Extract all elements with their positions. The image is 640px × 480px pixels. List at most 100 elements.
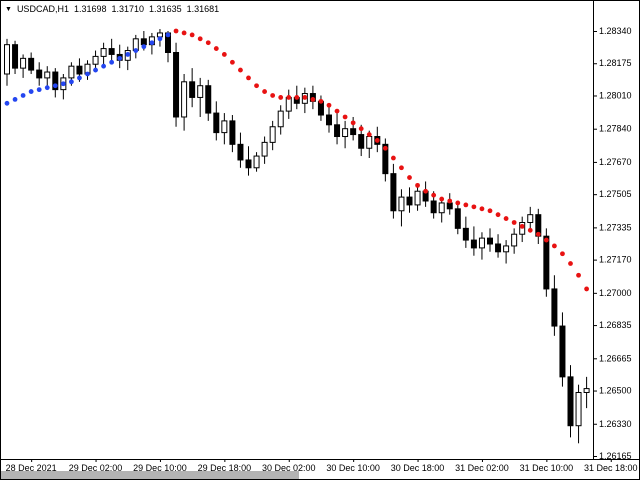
ma-dot	[366, 132, 372, 137]
candlestick	[253, 155, 260, 169]
candlestick	[269, 126, 276, 143]
symbol-ohlc-header: ▼ USDCAD,H1 1.31698 1.31710 1.31635 1.31…	[5, 4, 219, 14]
candlestick	[567, 376, 574, 427]
ma-dot	[350, 120, 356, 126]
candlestick	[108, 48, 115, 55]
ma-dot	[69, 79, 74, 85]
candlestick	[36, 69, 43, 79]
price-axis-label: 1.27170	[599, 255, 632, 265]
candlestick	[358, 134, 365, 149]
candlestick	[156, 32, 163, 38]
candlestick	[197, 85, 204, 98]
candlestick	[140, 38, 147, 46]
candlestick	[446, 202, 453, 210]
price-axis-label: 1.27840	[599, 124, 632, 134]
ma-dot	[294, 95, 300, 100]
ma-dot	[407, 175, 412, 180]
ma-dot	[197, 36, 203, 42]
price-axis-label: 1.26330	[599, 419, 632, 429]
ma-dot	[552, 243, 557, 249]
candlestick	[205, 85, 212, 114]
ma-dot	[109, 59, 115, 65]
ma-dot	[415, 182, 420, 188]
time-axis-label: 31 Dec 18:00	[584, 463, 638, 473]
candlestick	[527, 214, 534, 223]
horizontal-scrollbar[interactable]	[1, 471, 639, 479]
time-axis-label: 31 Dec 02:00	[455, 463, 509, 473]
ma-dot	[455, 200, 461, 206]
candlestick	[342, 128, 349, 138]
ma-dot	[173, 28, 179, 34]
ma-dot	[342, 114, 348, 120]
price-axis-label: 1.26165	[599, 451, 632, 461]
price-axis-label: 1.27670	[599, 157, 632, 167]
ohlc-close-value: 1.31681	[186, 4, 220, 14]
ma-dot	[326, 102, 332, 108]
ma-dot	[60, 81, 66, 87]
ma-dot	[221, 52, 227, 57]
candlestick	[92, 55, 99, 65]
candlestick	[76, 65, 83, 75]
ma-dot	[391, 155, 396, 161]
ma-dot	[495, 212, 501, 218]
candlestick	[334, 124, 341, 138]
ohlc-high-value: 1.31710	[111, 4, 145, 14]
horizontal-scrollbar-thumb[interactable]	[1, 471, 299, 479]
ma-dot	[560, 251, 565, 257]
symbol-dropdown-icon[interactable]: ▼	[5, 5, 12, 13]
ma-dot	[181, 30, 187, 36]
ma-dot	[52, 83, 58, 89]
ohlc-low-value: 1.31635	[149, 4, 182, 14]
candlestick	[406, 196, 413, 206]
ma-dot	[101, 63, 106, 69]
ma-dot	[487, 208, 493, 214]
ma-dot	[399, 165, 404, 171]
price-axis-label: 1.26835	[599, 320, 632, 330]
ma-dot	[423, 188, 428, 194]
price-axis-label: 1.28175	[599, 58, 632, 68]
candlestick	[462, 227, 469, 241]
price-axis-label: 1.28010	[599, 90, 632, 100]
ma-dot	[318, 98, 324, 104]
candlestick	[20, 57, 27, 69]
ma-dot	[543, 237, 549, 243]
candlestick	[229, 120, 236, 145]
candlestick	[237, 143, 244, 161]
ma-dot	[149, 40, 155, 46]
candlestick	[559, 325, 566, 378]
candlestick	[551, 288, 558, 327]
candlestick	[189, 81, 196, 98]
candlestick	[213, 112, 220, 134]
candlestick	[438, 202, 445, 214]
price-axis-label: 1.27505	[599, 189, 632, 199]
ma-dot	[189, 32, 195, 38]
ma-dot	[503, 216, 509, 221]
ma-dot	[117, 55, 123, 61]
ma-dot	[12, 96, 18, 102]
ohlc-open-value: 1.31698	[73, 4, 107, 14]
candlestick	[543, 235, 550, 290]
candlestick	[478, 237, 485, 249]
price-axis-label: 1.27335	[599, 222, 632, 232]
ma-dot	[286, 95, 292, 100]
ma-dot	[374, 138, 380, 143]
ma-dot	[157, 36, 163, 42]
candlestick	[511, 233, 518, 247]
candlestick	[487, 237, 493, 245]
price-axis-label: 1.26665	[599, 353, 632, 363]
time-axis-label: 31 Dec 10:00	[520, 463, 574, 473]
candlestick	[575, 391, 582, 427]
ma-dot	[77, 75, 82, 81]
candlestick	[277, 110, 284, 128]
price-axis-label: 1.28340	[599, 26, 632, 36]
time-axis-label: 29 Dec 10:00	[133, 463, 187, 473]
candlestick	[414, 190, 421, 206]
price-axis-label: 1.26500	[599, 386, 632, 396]
candlestick	[173, 51, 180, 118]
candlestick	[100, 48, 107, 57]
ma-dot	[382, 145, 388, 151]
ma-dot	[254, 83, 259, 89]
price-axis-label: 1.27000	[599, 288, 632, 298]
ma-dot	[20, 93, 26, 98]
